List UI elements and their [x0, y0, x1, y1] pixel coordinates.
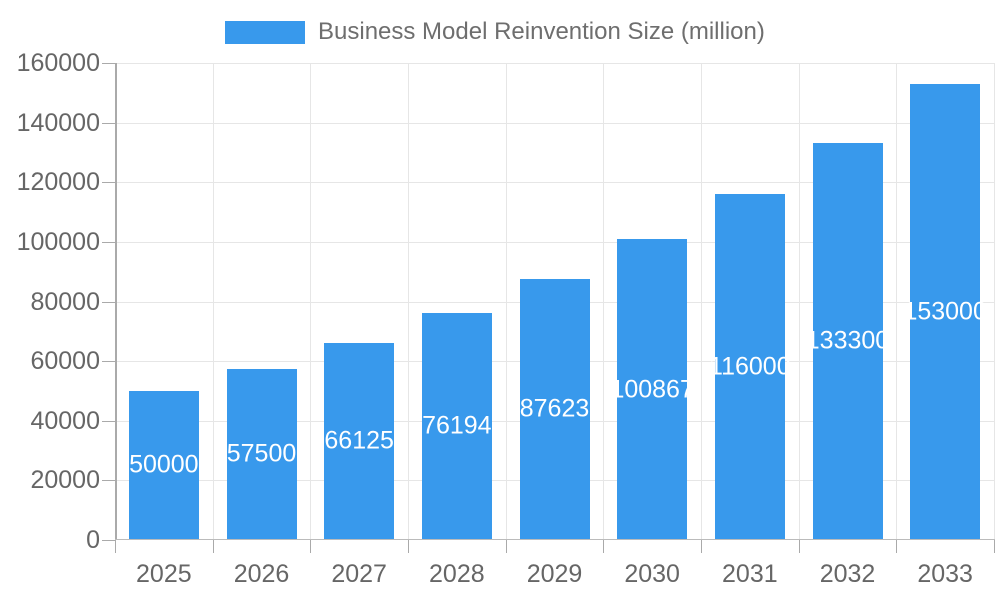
gridline-vertical [701, 63, 702, 540]
x-axis-tick [994, 540, 995, 553]
y-axis-tick [102, 182, 115, 184]
y-axis-line [115, 63, 117, 540]
gridline-vertical [994, 63, 995, 540]
y-axis-tick-label: 40000 [30, 406, 100, 435]
bar-2031[interactable] [714, 194, 785, 540]
bar-value-label: 57500 [226, 439, 297, 468]
gridline-vertical [798, 63, 800, 540]
bar-2032[interactable] [812, 142, 883, 540]
x-axis-tick [603, 540, 605, 553]
gridline-horizontal [115, 182, 994, 184]
x-axis-tick-label: 2027 [331, 560, 387, 588]
y-axis-tick [102, 480, 115, 482]
bar-value-label: 66125 [324, 426, 394, 455]
bar-value-label: 76194 [422, 411, 492, 440]
y-axis-tick [102, 540, 115, 541]
bar-value-label: 153000 [903, 297, 987, 326]
x-axis-tick-label: 2032 [819, 560, 876, 588]
gridline-horizontal [115, 63, 994, 64]
y-axis-tick [102, 361, 115, 363]
bar-2026[interactable] [226, 368, 297, 540]
x-axis-tick [505, 540, 507, 553]
gridline-vertical [896, 63, 898, 540]
legend-swatch[interactable] [225, 20, 305, 44]
y-axis-tick-label: 100000 [16, 227, 100, 256]
y-axis-tick-label: 160000 [16, 49, 100, 77]
x-axis-tick-label: 2033 [917, 560, 973, 588]
x-axis-tick [212, 540, 214, 553]
y-axis-tick-label: 140000 [16, 108, 100, 137]
legend-label: Business Model Reinvention Size (million… [318, 18, 765, 45]
y-axis-tick-label: 120000 [16, 168, 100, 197]
bar-value-label: 100867 [610, 375, 694, 404]
x-axis-tick [798, 540, 800, 553]
bar-2030[interactable] [617, 239, 688, 540]
x-axis-line [115, 539, 995, 540]
x-axis-tick [896, 540, 898, 553]
x-axis-tick [115, 540, 116, 553]
y-axis-tick [102, 301, 115, 303]
gridline-vertical [603, 63, 605, 540]
y-axis-tick [102, 241, 115, 243]
x-axis-tick-label: 2030 [624, 560, 680, 588]
gridline-horizontal [115, 122, 994, 124]
bar-2033[interactable] [910, 83, 981, 540]
bar-2029[interactable] [519, 278, 590, 540]
gridline-vertical [310, 63, 312, 540]
y-axis-tick-label: 60000 [30, 347, 100, 376]
x-axis-tick-label: 2029 [526, 560, 583, 588]
y-axis-tick-label: 80000 [30, 287, 100, 316]
gridline-vertical [212, 63, 214, 540]
bar-value-label: 87623 [519, 394, 590, 423]
x-axis-tick-label: 2028 [429, 560, 485, 588]
bar-value-label: 133300 [805, 326, 890, 355]
bar-2028[interactable] [421, 312, 492, 540]
bar-value-label: 116000 [709, 352, 791, 381]
x-axis-tick [408, 540, 409, 553]
gridline-vertical [505, 63, 507, 540]
x-axis-tick [310, 540, 312, 553]
y-axis-tick [102, 122, 115, 124]
x-axis-tick [701, 540, 702, 553]
legend: Business Model Reinvention Size (million… [225, 18, 765, 46]
plot-area: 50000 57500 66125 76194 87623 100867 116000 133… [115, 63, 995, 540]
x-axis-tick-label: 2026 [233, 560, 290, 588]
y-axis-tick-label: 20000 [30, 466, 100, 495]
gridline-horizontal [115, 241, 994, 243]
bar-value-label: 50000 [129, 450, 199, 479]
bar-2025[interactable] [128, 390, 199, 540]
y-axis-tick [102, 63, 115, 64]
y-axis-tick-label: 0 [86, 526, 100, 554]
x-axis-tick-label: 2031 [722, 560, 778, 588]
gridline-vertical [408, 63, 409, 540]
bar-2027[interactable] [324, 342, 395, 540]
x-axis-tick-label: 2025 [136, 560, 192, 588]
y-axis-tick [102, 420, 115, 422]
